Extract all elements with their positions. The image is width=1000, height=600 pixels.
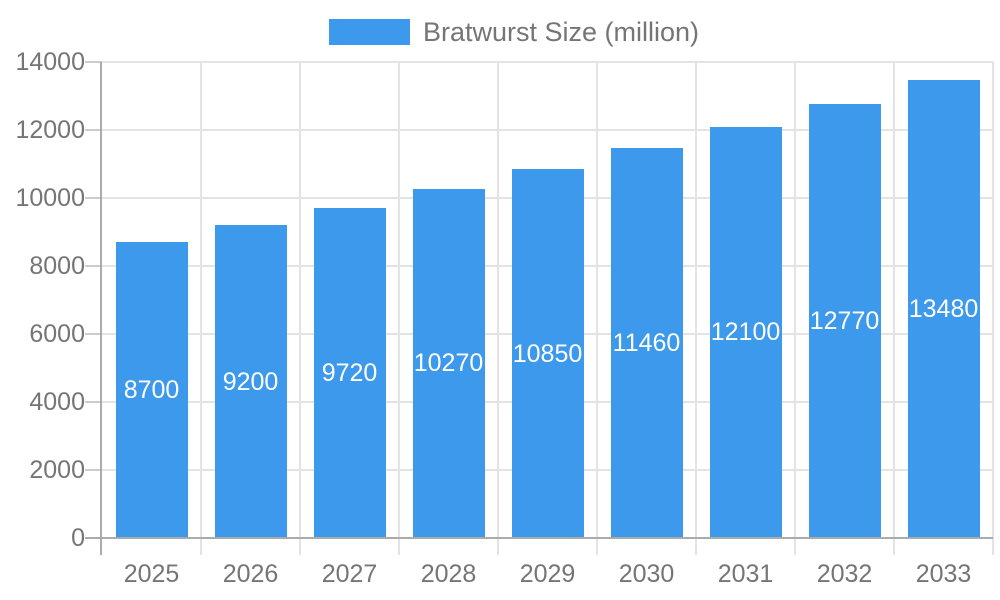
y-axis-tick-label: 10000	[15, 184, 85, 212]
y-axis-tick-label: 2000	[29, 456, 85, 484]
bar	[610, 148, 683, 538]
x-axis-tick-label: 2032	[816, 560, 873, 588]
bar-value-label: 13480	[908, 294, 979, 323]
y-tick	[85, 197, 102, 199]
y-axis-tick-label: 6000	[29, 320, 85, 348]
y-gridline	[102, 61, 993, 63]
bar-value-label: 9720	[321, 358, 378, 387]
x-gridline	[596, 62, 598, 555]
y-axis-tick-label: 0	[71, 524, 85, 552]
legend-label: Bratwurst Size (million)	[423, 17, 700, 47]
bar	[511, 169, 584, 538]
x-gridline	[695, 62, 697, 555]
x-gridline	[299, 62, 301, 555]
plot-area: 0 2000 4000 6000 8000 10000 12000 14000 8700 9200…	[15, 48, 994, 588]
y-tick	[85, 333, 102, 335]
y-tick	[85, 401, 102, 403]
y-axis-line	[100, 62, 102, 555]
bar-value-label: 10850	[512, 339, 583, 368]
y-axis-tick-label: 12000	[15, 116, 85, 144]
bar	[115, 242, 188, 538]
x-axis-line	[85, 537, 993, 539]
x-gridline	[497, 62, 499, 555]
y-tick	[85, 129, 102, 131]
x-axis-tick-label: 2033	[915, 560, 972, 588]
bar	[808, 103, 881, 538]
bar-value-label: 9200	[222, 367, 279, 396]
bar-value-label: 12770	[809, 306, 880, 335]
y-gridline	[102, 129, 993, 131]
bar	[313, 207, 386, 538]
x-axis-tick-label: 2026	[222, 560, 279, 588]
x-axis-tick-label: 2031	[717, 560, 774, 588]
x-gridline	[893, 62, 895, 555]
y-axis-tick-label: 14000	[15, 48, 85, 76]
x-gridline	[992, 62, 994, 555]
bar-value-label: 11460	[612, 329, 681, 358]
x-axis-tick-label: 2030	[618, 560, 675, 588]
y-tick	[85, 469, 102, 471]
x-gridline	[398, 62, 400, 555]
x-gridline	[200, 62, 202, 555]
bar-value-label: 10270	[413, 349, 484, 378]
x-axis-tick-label: 2029	[519, 560, 576, 588]
x-gridline	[794, 62, 796, 555]
y-tick	[85, 265, 102, 267]
y-axis-tick-label: 4000	[29, 388, 85, 416]
bar	[709, 126, 782, 538]
y-tick	[85, 61, 102, 63]
x-axis-tick-label: 2028	[420, 560, 477, 588]
legend-swatch	[329, 19, 410, 45]
bar-value-label: 8700	[123, 376, 180, 405]
bar	[412, 188, 485, 538]
chart-legend: Bratwurst Size (million)	[329, 17, 700, 47]
bar-value-label: 12100	[710, 318, 781, 347]
y-axis-tick-label: 8000	[29, 252, 85, 280]
bar	[214, 225, 287, 538]
x-axis-tick-label: 2027	[321, 560, 378, 588]
bar	[907, 79, 980, 538]
x-axis-tick-label: 2025	[123, 560, 180, 588]
